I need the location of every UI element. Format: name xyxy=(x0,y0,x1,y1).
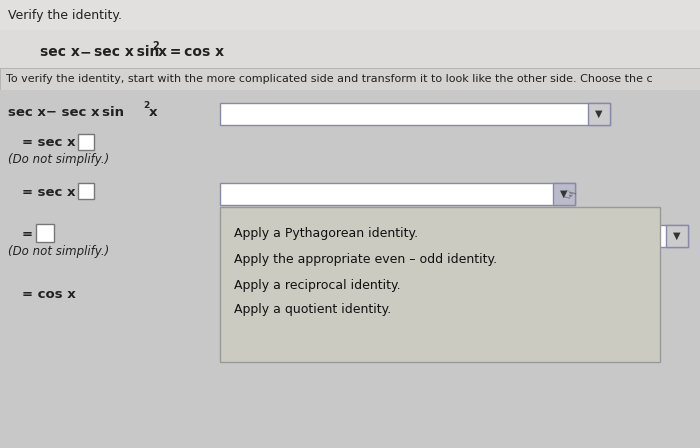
Bar xyxy=(0,68,700,90)
Bar xyxy=(220,103,610,125)
Text: 2: 2 xyxy=(143,102,149,111)
Text: sec x: sec x xyxy=(40,45,80,59)
Text: (Do not simplify.): (Do not simplify.) xyxy=(8,152,109,165)
Text: −: − xyxy=(80,45,92,59)
Bar xyxy=(588,103,610,125)
Text: Apply a reciprocal identity.: Apply a reciprocal identity. xyxy=(234,279,400,292)
Bar xyxy=(36,224,54,242)
Text: Apply the appropriate even – odd identity.: Apply the appropriate even – odd identit… xyxy=(234,254,497,267)
Bar xyxy=(600,225,688,247)
Bar xyxy=(78,134,94,150)
Text: 2: 2 xyxy=(152,41,159,51)
Text: ▼: ▼ xyxy=(560,189,568,199)
Bar xyxy=(78,183,94,199)
Bar xyxy=(220,207,660,362)
Text: Apply a quotient identity.: Apply a quotient identity. xyxy=(234,303,391,316)
Text: = cos x: = cos x xyxy=(22,289,76,302)
Bar xyxy=(220,183,575,205)
Text: = sec x: = sec x xyxy=(22,137,76,150)
Text: (Do not simplify.): (Do not simplify.) xyxy=(8,246,109,258)
Text: =: = xyxy=(22,228,33,241)
Text: Verify the identity.: Verify the identity. xyxy=(8,9,122,22)
Text: = sec x: = sec x xyxy=(22,185,76,198)
Text: x = cos x: x = cos x xyxy=(158,45,224,59)
Bar xyxy=(0,90,700,448)
Text: sec x sin: sec x sin xyxy=(94,45,160,59)
Text: ▼: ▼ xyxy=(673,231,680,241)
Text: ▼: ▼ xyxy=(595,109,603,119)
Text: sec x− sec x sin: sec x− sec x sin xyxy=(8,105,124,119)
Bar xyxy=(666,225,688,247)
Text: To verify the identity, start with the more complicated side and transform it to: To verify the identity, start with the m… xyxy=(6,74,652,84)
Bar xyxy=(0,30,700,68)
Text: Apply a Pythagorean identity.: Apply a Pythagorean identity. xyxy=(234,227,418,240)
Text: ☞: ☞ xyxy=(561,187,578,205)
Bar xyxy=(0,0,700,30)
Text: x: x xyxy=(149,105,158,119)
Bar xyxy=(553,183,575,205)
